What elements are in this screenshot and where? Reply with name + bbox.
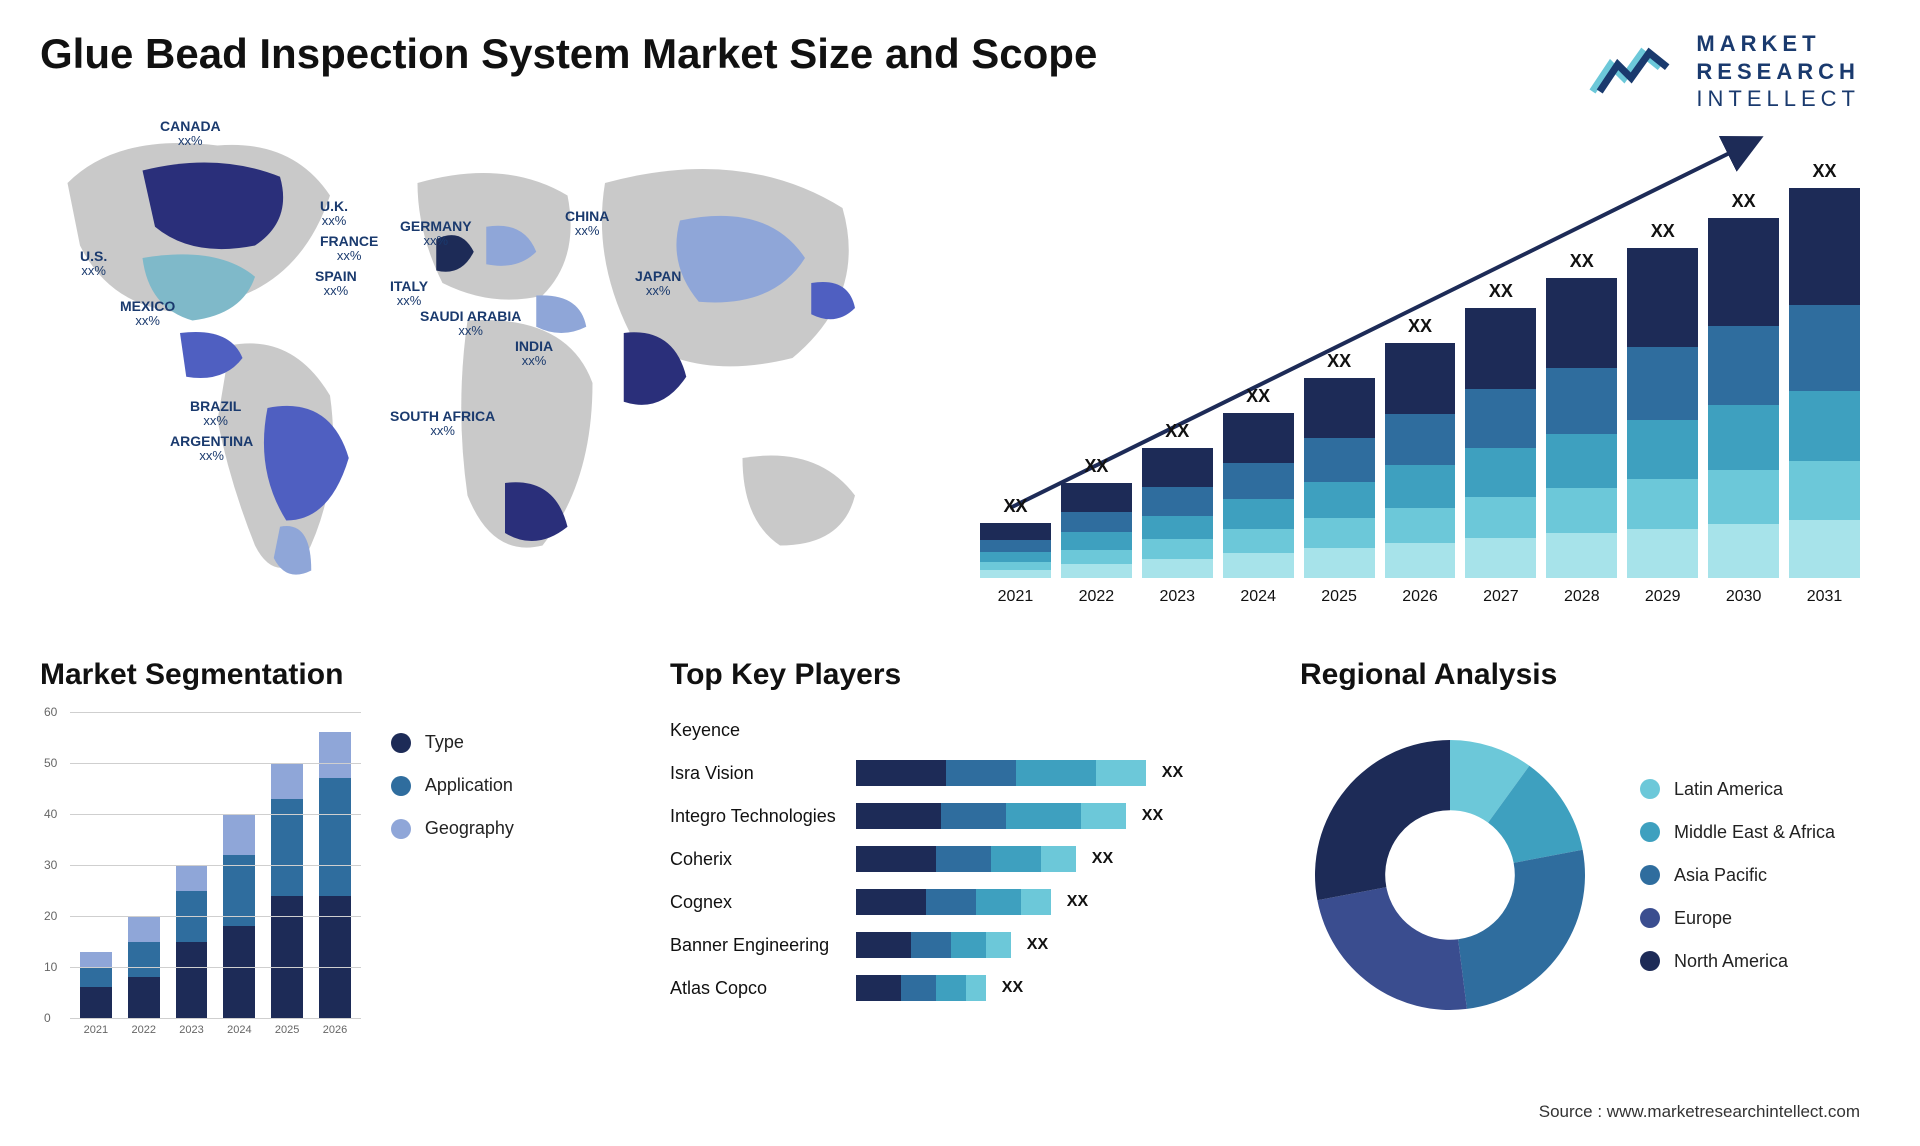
map-country-label: CANADAxx% — [160, 118, 221, 149]
player-bar-row — [856, 716, 1250, 744]
growth-bar-year: 2031 — [1807, 588, 1843, 606]
player-value: XX — [1162, 764, 1183, 782]
map-country-label: ITALYxx% — [390, 278, 428, 309]
legend-item: Asia Pacific — [1640, 865, 1835, 886]
brand-logo: MARKET RESEARCH INTELLECT — [1588, 30, 1860, 113]
segmentation-chart: 202120222023202420252026 0102030405060 — [40, 712, 361, 1038]
legend-item: Latin America — [1640, 779, 1835, 800]
growth-bar-year: 2025 — [1321, 588, 1357, 606]
map-country-label: U.S.xx% — [80, 248, 107, 279]
donut-segment — [1317, 887, 1467, 1010]
growth-bar-value: XX — [1003, 496, 1027, 517]
players-bars: XX XX XX XX XX XX — [856, 712, 1250, 1038]
growth-bar-year: 2022 — [1079, 588, 1115, 606]
growth-bar-col: XX2030 — [1708, 158, 1779, 578]
growth-bar-col: XX2021 — [980, 158, 1051, 578]
map-country-label: SPAINxx% — [315, 268, 357, 299]
map-country-label: BRAZILxx% — [190, 398, 241, 429]
growth-bar-year: 2027 — [1483, 588, 1519, 606]
player-bar-row: XX — [856, 802, 1250, 830]
growth-bar-col: XX2023 — [1142, 158, 1213, 578]
donut-segment — [1458, 850, 1585, 1009]
players-title: Top Key Players — [670, 658, 1250, 692]
regional-legend: Latin America Middle East & Africa Asia Pa… — [1640, 779, 1835, 972]
map-country-label: SAUDI ARABIAxx% — [420, 308, 521, 339]
donut-segment — [1315, 740, 1450, 900]
legend-item: Middle East & Africa — [1640, 822, 1835, 843]
growth-bar-col: XX2026 — [1385, 158, 1456, 578]
segmentation-legend: Type Application Geography — [391, 712, 620, 1038]
map-country-label: INDIAxx% — [515, 338, 553, 369]
growth-bar-year: 2024 — [1240, 588, 1276, 606]
regional-panel: Regional Analysis Latin America Middle Ea… — [1300, 658, 1880, 1038]
players-labels: Keyence Isra Vision Integro Technologies Co… — [670, 712, 836, 1038]
player-bar-row: XX — [856, 845, 1250, 873]
map-country-label: MEXICOxx% — [120, 298, 175, 329]
growth-bar-year: 2026 — [1402, 588, 1438, 606]
growth-bar-col: XX2031 — [1789, 158, 1860, 578]
growth-bar-col: XX2024 — [1223, 158, 1294, 578]
player-value: XX — [1027, 936, 1048, 954]
player-bar-row: XX — [856, 931, 1250, 959]
growth-bar-year: 2028 — [1564, 588, 1600, 606]
legend-item: Type — [391, 732, 620, 753]
player-value: XX — [1067, 893, 1088, 911]
growth-chart-panel: XX2021XX2022XX2023XX2024XX2025XX2026XX20… — [960, 108, 1880, 608]
regional-donut-chart — [1300, 725, 1600, 1025]
segmentation-panel: Market Segmentation 20212022202320242025… — [40, 658, 620, 1038]
player-name: Coherix — [670, 845, 836, 873]
map-country-label: U.K.xx% — [320, 198, 348, 229]
player-value: XX — [1002, 979, 1023, 997]
growth-bar-value: XX — [1813, 161, 1837, 182]
legend-item: Geography — [391, 818, 620, 839]
map-country-label: FRANCExx% — [320, 233, 378, 264]
map-country-label: JAPANxx% — [635, 268, 681, 299]
map-country-label: CHINAxx% — [565, 208, 609, 239]
player-bar-row: XX — [856, 974, 1250, 1002]
growth-bar-value: XX — [1732, 191, 1756, 212]
growth-bar-value: XX — [1246, 386, 1270, 407]
map-country-label: SOUTH AFRICAxx% — [390, 408, 495, 439]
growth-bar-year: 2023 — [1159, 588, 1195, 606]
player-value: XX — [1092, 850, 1113, 868]
player-name: Banner Engineering — [670, 931, 836, 959]
player-bar-row: XX — [856, 759, 1250, 787]
growth-bar-value: XX — [1084, 456, 1108, 477]
growth-bar-col: XX2029 — [1627, 158, 1698, 578]
growth-bar-value: XX — [1489, 281, 1513, 302]
segmentation-title: Market Segmentation — [40, 658, 620, 692]
world-map-icon — [40, 108, 920, 608]
growth-bar-col: XX2025 — [1304, 158, 1375, 578]
growth-bar-value: XX — [1165, 421, 1189, 442]
world-map-panel: CANADAxx% U.S.xx% MEXICOxx% BRAZILxx% ARGENT… — [40, 108, 920, 608]
growth-bar-year: 2029 — [1645, 588, 1681, 606]
growth-bar-value: XX — [1651, 221, 1675, 242]
growth-bar-year: 2030 — [1726, 588, 1762, 606]
legend-item: Europe — [1640, 908, 1835, 929]
player-name: Keyence — [670, 716, 836, 744]
growth-bar-col: XX2022 — [1061, 158, 1132, 578]
map-country-label: GERMANYxx% — [400, 218, 472, 249]
logo-text: MARKET RESEARCH INTELLECT — [1696, 30, 1860, 113]
player-name: Integro Technologies — [670, 802, 836, 830]
source-attribution: Source : www.marketresearchintellect.com — [1539, 1102, 1860, 1122]
regional-title: Regional Analysis — [1300, 658, 1880, 692]
map-country-label: ARGENTINAxx% — [170, 433, 253, 464]
players-panel: Top Key Players Keyence Isra Vision Integr… — [670, 658, 1250, 1038]
growth-bar-col: XX2027 — [1465, 158, 1536, 578]
growth-bar-value: XX — [1408, 316, 1432, 337]
player-name: Isra Vision — [670, 759, 836, 787]
growth-bar-col: XX2028 — [1546, 158, 1617, 578]
growth-bar-year: 2021 — [998, 588, 1034, 606]
legend-item: Application — [391, 775, 620, 796]
growth-bar-value: XX — [1570, 251, 1594, 272]
player-name: Cognex — [670, 888, 836, 916]
legend-item: North America — [1640, 951, 1835, 972]
logo-mark-icon — [1588, 39, 1678, 104]
player-bar-row: XX — [856, 888, 1250, 916]
growth-bar-value: XX — [1327, 351, 1351, 372]
player-name: Atlas Copco — [670, 974, 836, 1002]
player-value: XX — [1142, 807, 1163, 825]
